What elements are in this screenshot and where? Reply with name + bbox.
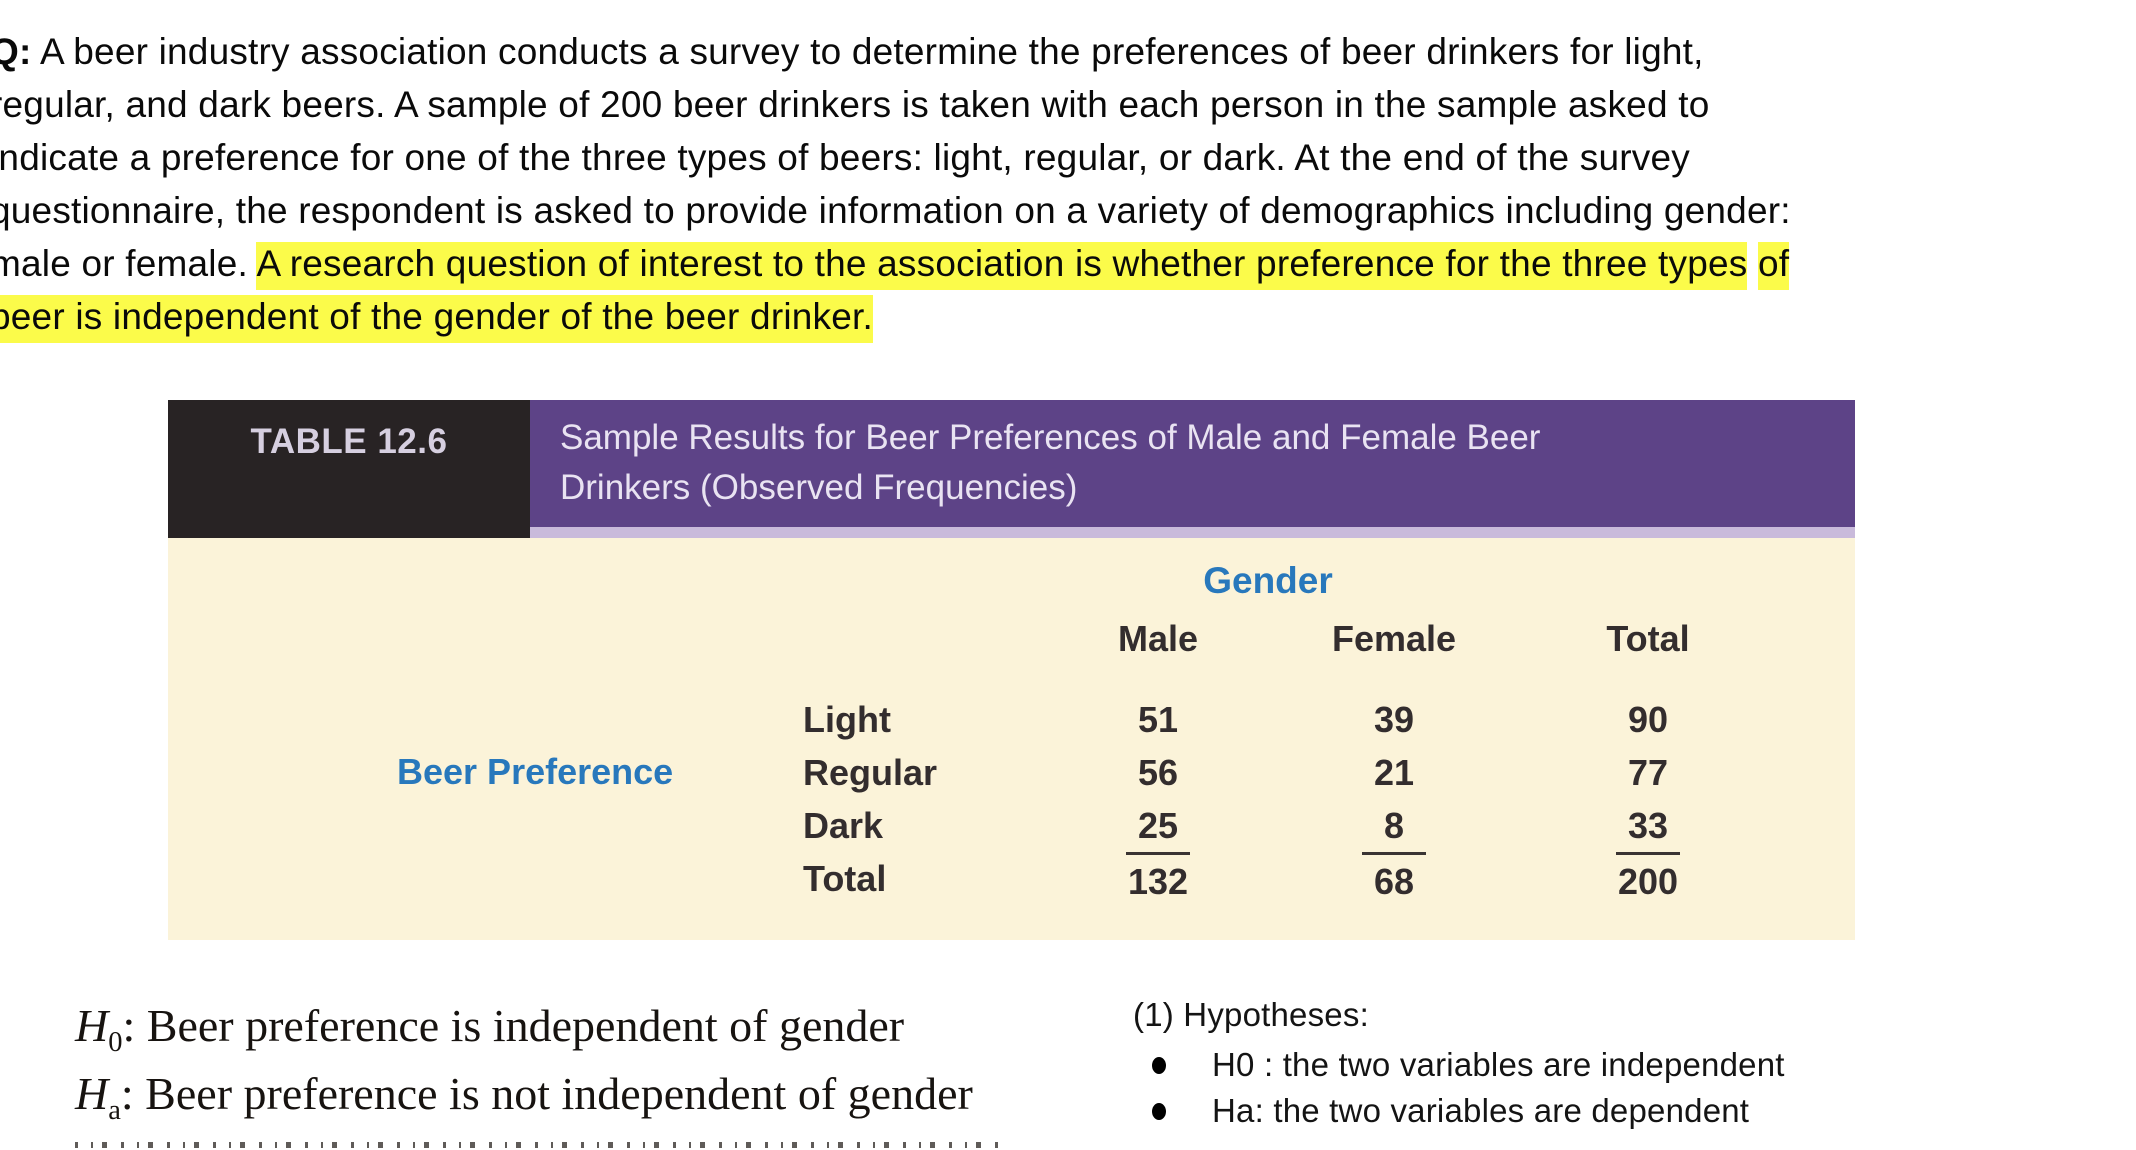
alt-hypothesis-line: Ha: Beer preference is not independent o… bbox=[75, 1068, 973, 1125]
plain-text: regular, and dark beers. A sample of 200… bbox=[0, 84, 1710, 125]
plain-text: questionnaire, the respondent is asked t… bbox=[0, 190, 1791, 231]
table-number-box: TABLE 12.6 bbox=[168, 400, 530, 538]
hypotheses-heading: (1) Hypotheses: bbox=[1133, 996, 1369, 1033]
table-cell-value: 132 bbox=[1127, 861, 1189, 902]
ha-symbol: H bbox=[75, 1068, 109, 1119]
highlighted-text: beer is independent of the gender of the… bbox=[0, 295, 873, 343]
table-title-line1: Sample Results for Beer Preferences of M… bbox=[560, 418, 1541, 457]
null-hypothesis-line: H0: Beer preference is independent of ge… bbox=[75, 1000, 905, 1057]
table-cell-value: 77 bbox=[1627, 752, 1669, 793]
column-header-male: Male bbox=[1117, 618, 1199, 659]
paragraph-line: beer is independent of the gender of the… bbox=[0, 290, 1791, 343]
table-figure: TABLE 12.6 Sample Results for Beer Prefe… bbox=[168, 400, 1855, 940]
list-item: Ha: the two variables are dependent bbox=[1152, 1092, 1749, 1130]
ha-subscript: a bbox=[108, 1095, 121, 1127]
plain-text: male or female. bbox=[0, 243, 257, 284]
clipped-text-line bbox=[75, 1142, 1005, 1148]
table-cell-value: 39 bbox=[1373, 699, 1415, 740]
hypotheses-list: (1) Hypotheses: H0 : the two variables a… bbox=[1133, 996, 1784, 1129]
h0-text: : Beer preference is independent of gend… bbox=[122, 1000, 905, 1051]
column-header-female: Female bbox=[1331, 618, 1457, 659]
plain-text bbox=[1747, 243, 1757, 284]
value-column-total: 90 77 33 200 bbox=[1538, 693, 1758, 908]
row-label: Dark bbox=[803, 805, 884, 846]
paragraph-line: male or female. A research question of i… bbox=[0, 237, 1791, 290]
table-cell-value: 25 bbox=[1137, 805, 1179, 846]
beer-preference-label: Beer Preference bbox=[397, 751, 674, 792]
table-cell-value: 8 bbox=[1383, 805, 1405, 846]
row-label: Regular bbox=[803, 752, 938, 793]
h0-symbol: H bbox=[75, 1000, 109, 1051]
sum-rule bbox=[1362, 852, 1426, 855]
table-cell-value: 56 bbox=[1137, 752, 1179, 793]
value-column-male: 51 56 25 132 bbox=[1048, 693, 1268, 908]
paragraph-line: regular, and dark beers. A sample of 200… bbox=[0, 78, 1791, 131]
list-item: H0 : the two variables are independent bbox=[1152, 1046, 1785, 1084]
row-label-column: Light Regular Dark Total bbox=[803, 693, 937, 905]
gender-group-header: Gender bbox=[1203, 560, 1333, 601]
paragraph-line: Q: A beer industry association conducts … bbox=[0, 25, 1791, 78]
highlighted-text: A research question of interest to the a… bbox=[256, 242, 1748, 290]
table-title-line2: Drinkers (Observed Frequencies) bbox=[560, 468, 1078, 507]
list-item-text: Ha: the two variables are dependent bbox=[1212, 1092, 1750, 1129]
value-column-female: 39 21 8 68 bbox=[1284, 693, 1504, 908]
bullet-icon bbox=[1152, 1102, 1166, 1120]
table-cell-value: 90 bbox=[1627, 699, 1669, 740]
plain-text: indicate a preference for one of the thr… bbox=[0, 137, 1690, 178]
column-header-total: Total bbox=[1606, 618, 1690, 659]
paragraph-line: questionnaire, the respondent is asked t… bbox=[0, 184, 1791, 237]
table-cell-value: 33 bbox=[1627, 805, 1669, 846]
table-cell-value: 51 bbox=[1137, 699, 1179, 740]
list-item-text: H0 : the two variables are independent bbox=[1212, 1046, 1785, 1083]
h0-subscript: 0 bbox=[108, 1027, 123, 1059]
highlighted-text: of bbox=[1757, 242, 1790, 290]
plain-text: Q: bbox=[0, 31, 32, 72]
sum-rule bbox=[1126, 852, 1190, 855]
table-cell-value: 200 bbox=[1617, 861, 1679, 902]
sum-rule bbox=[1616, 852, 1680, 855]
plain-text: A beer industry association conducts a s… bbox=[31, 31, 1704, 72]
table-cell-value: 21 bbox=[1373, 752, 1415, 793]
row-label: Light bbox=[803, 699, 891, 740]
paragraph-line: indicate a preference for one of the thr… bbox=[0, 131, 1791, 184]
table-title-box: Sample Results for Beer Preferences of M… bbox=[530, 400, 1855, 527]
bullet-icon bbox=[1152, 1056, 1166, 1074]
table-cell-value: 68 bbox=[1373, 861, 1415, 902]
row-label: Total bbox=[803, 858, 887, 899]
ha-text: : Beer preference is not independent of … bbox=[120, 1068, 973, 1119]
table-header-underline bbox=[530, 527, 1855, 538]
table-body bbox=[168, 538, 1855, 940]
problem-statement: Q: A beer industry association conducts … bbox=[0, 25, 1791, 343]
table-number-label: TABLE 12.6 bbox=[250, 422, 448, 461]
